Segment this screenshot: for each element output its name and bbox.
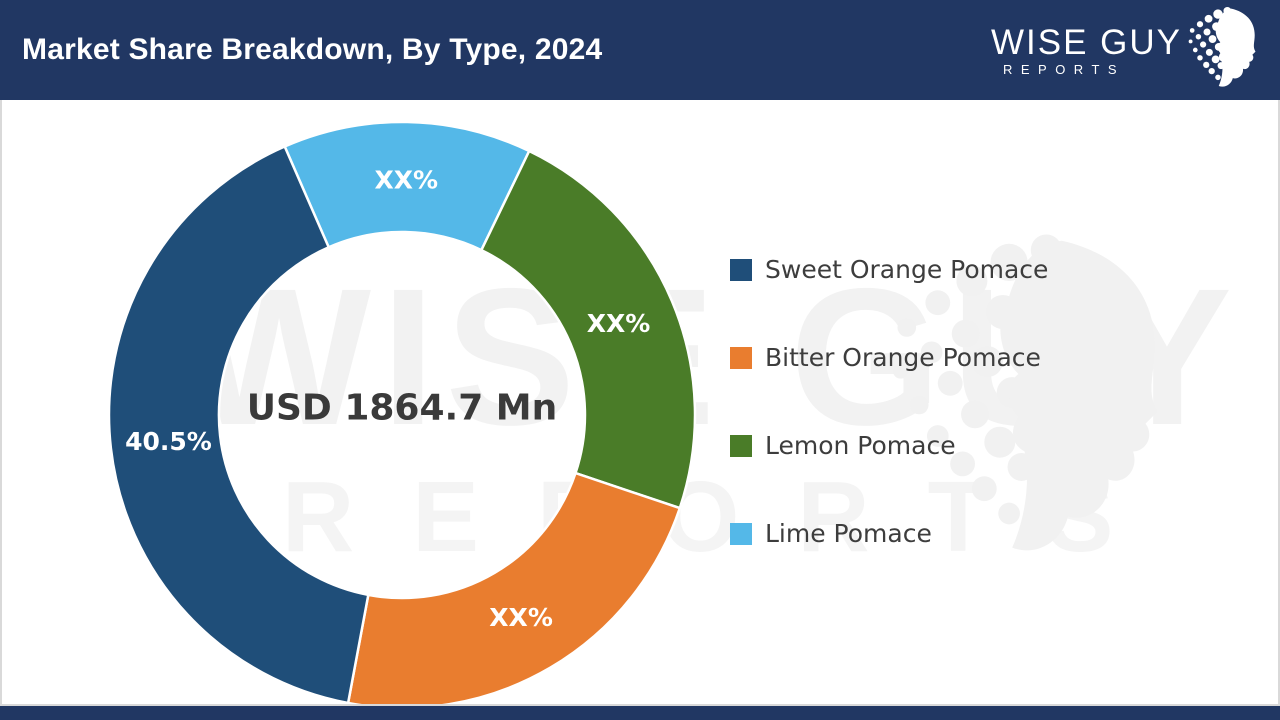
slice-label-lime-pomace: XX% (374, 166, 438, 195)
slice-lemon-pomace (479, 149, 697, 510)
slice-bitter-orange-pomace (346, 471, 682, 704)
face-dot (1199, 41, 1207, 48)
brand-logo-text: WISE GUY REPORTS (991, 25, 1182, 76)
chart-area: WISE GUY REPORTS XX% XX% XX% 40.5% USD 1864.… (0, 100, 1280, 706)
donut-chart: XX% XX% XX% 40.5% USD 1864.7 Mn (107, 120, 697, 704)
brand-subname: REPORTS (1002, 61, 1126, 77)
face-dot (1208, 67, 1215, 75)
legend-label: Lime Pomace (765, 519, 932, 548)
slice-label-bitter-orange-pomace: XX% (489, 603, 553, 632)
slice-label-lemon-pomace: XX% (587, 309, 651, 338)
face-dot (1213, 9, 1223, 19)
face-dot (1188, 39, 1193, 44)
slice-label-sweet-orange-pomace: 40.5% (125, 427, 212, 456)
brand-logo: WISE GUY REPORTS (991, 7, 1266, 93)
chart-center-value: USD 1864.7 Mn (247, 388, 557, 429)
face-dot (1196, 21, 1204, 28)
legend-label: Lemon Pomace (765, 431, 956, 460)
legend-label: Bitter Orange Pomace (765, 343, 1041, 372)
face-dot (1192, 47, 1198, 53)
legend-item-lime-pomace: Lime Pomace (730, 521, 1048, 546)
legend-item-lemon-pomace: Lemon Pomace (730, 433, 1048, 458)
legend-item-bitter-orange-pomace: Bitter Orange Pomace (730, 345, 1048, 370)
brand-name: WISE GUY (990, 22, 1182, 62)
face-dot (1204, 14, 1213, 23)
legend-item-sweet-orange-pomace: Sweet Orange Pomace (730, 257, 1048, 282)
header-bar: Market Share Breakdown, By Type, 2024 WI… (0, 0, 1280, 100)
face-dot (1208, 35, 1217, 43)
legend-label: Sweet Orange Pomace (765, 255, 1049, 284)
legend-swatch (730, 434, 752, 457)
page-title: Market Share Breakdown, By Type, 2024 (22, 33, 603, 66)
face-dot (1203, 28, 1211, 36)
legend-swatch (730, 522, 752, 545)
face-dot (1189, 28, 1195, 33)
face-dot (1203, 61, 1210, 68)
dotted-face-profile-icon (1188, 7, 1256, 87)
face-dot (1197, 55, 1203, 61)
face-dot (1195, 33, 1202, 40)
footer-bar (0, 706, 1280, 720)
legend-swatch (730, 258, 752, 281)
legend: Sweet Orange Pomace Bitter Orange Pomace L… (730, 257, 1048, 609)
face-dot (1211, 55, 1220, 64)
face-dot (1215, 74, 1221, 81)
slice-sweet-orange-pomace (107, 144, 370, 704)
face-dot (1205, 48, 1213, 56)
legend-swatch (730, 346, 752, 369)
